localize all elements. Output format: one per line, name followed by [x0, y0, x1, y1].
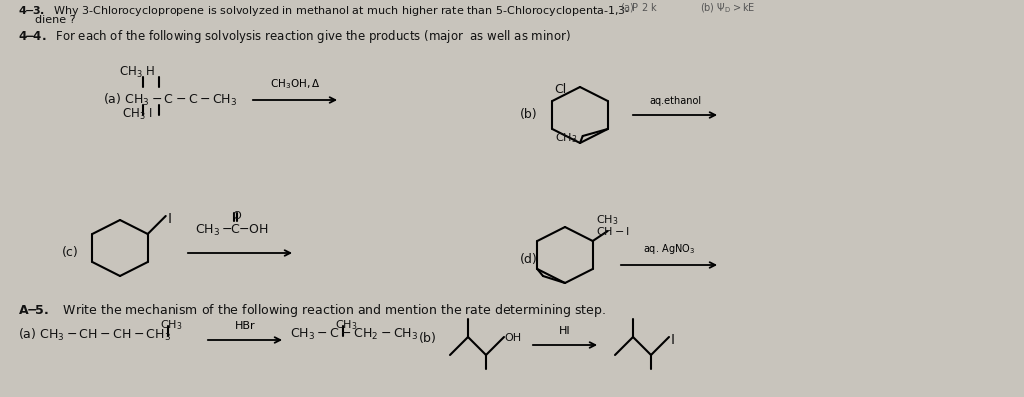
Text: $\mathbf{A\!\!-\!\!5.}$   Write the mechanism of the following reaction and ment: $\mathbf{A\!\!-\!\!5.}$ Write the mechan… [18, 302, 606, 319]
Text: (b): (b) [520, 108, 538, 121]
Text: $\rm CH_3$: $\rm CH_3$ [160, 318, 182, 332]
Text: $\rm CH_3\ H$: $\rm CH_3\ H$ [119, 65, 155, 80]
Text: aq.ethanol: aq.ethanol [649, 96, 701, 106]
Text: $\rm CH_3$: $\rm CH_3$ [596, 213, 618, 227]
Text: $\rm CH_3-$: $\rm CH_3-$ [195, 223, 232, 238]
Text: $\rm CH_3-C-CH_2-CH_3$: $\rm CH_3-C-CH_2-CH_3$ [290, 327, 418, 342]
Text: OH: OH [504, 333, 521, 343]
Text: $-\rm OH$: $-\rm OH$ [238, 223, 268, 236]
Text: $\rm CH_3\ I$: $\rm CH_3\ I$ [122, 107, 153, 122]
Text: $\rm CH-I$: $\rm CH-I$ [596, 225, 630, 237]
Text: HI: HI [559, 326, 570, 336]
Text: I: I [671, 333, 675, 347]
Text: (d): (d) [520, 253, 538, 266]
Text: I: I [168, 212, 172, 226]
Text: HBr: HBr [234, 321, 255, 331]
Text: $\mathbf{4\!\!-\!\!4.}$  For each of the following solvolysis reaction give the : $\mathbf{4\!\!-\!\!4.}$ For each of the … [18, 28, 570, 45]
Text: $\rm (b)$: $\rm (b)$ [418, 330, 436, 345]
Text: (c): (c) [62, 246, 79, 259]
Text: $\mathrm{(a)\!P\ 2\ k}$: $\mathrm{(a)\!P\ 2\ k}$ [620, 1, 658, 14]
Text: $\rm CH_3OH,\Delta$: $\rm CH_3OH,\Delta$ [269, 77, 321, 91]
Text: $\rm (a)\ CH_3-C-C-CH_3$: $\rm (a)\ CH_3-C-C-CH_3$ [103, 92, 238, 108]
Text: aq. $\rm AgNO_3$: aq. $\rm AgNO_3$ [643, 242, 695, 256]
Text: C: C [230, 223, 239, 236]
Text: $\rm CH_3$: $\rm CH_3$ [555, 131, 578, 145]
Text: diene ?: diene ? [35, 15, 76, 25]
Text: Cl: Cl [554, 83, 566, 96]
Text: O: O [232, 211, 241, 221]
Text: $\rm CH_3$: $\rm CH_3$ [335, 318, 357, 332]
Text: $\rm (a)\ CH_3-CH-CH-CH_3$: $\rm (a)\ CH_3-CH-CH-CH_3$ [18, 327, 171, 343]
Text: $\mathrm{(b)\ \Psi_D > k E}$: $\mathrm{(b)\ \Psi_D > k E}$ [700, 1, 756, 15]
Text: $\mathbf{4\!\!-\!\!3.}$  Why 3-Chlorocyclopropene is solvolyzed in methanol at m: $\mathbf{4\!\!-\!\!3.}$ Why 3-Chlorocycl… [18, 4, 631, 18]
